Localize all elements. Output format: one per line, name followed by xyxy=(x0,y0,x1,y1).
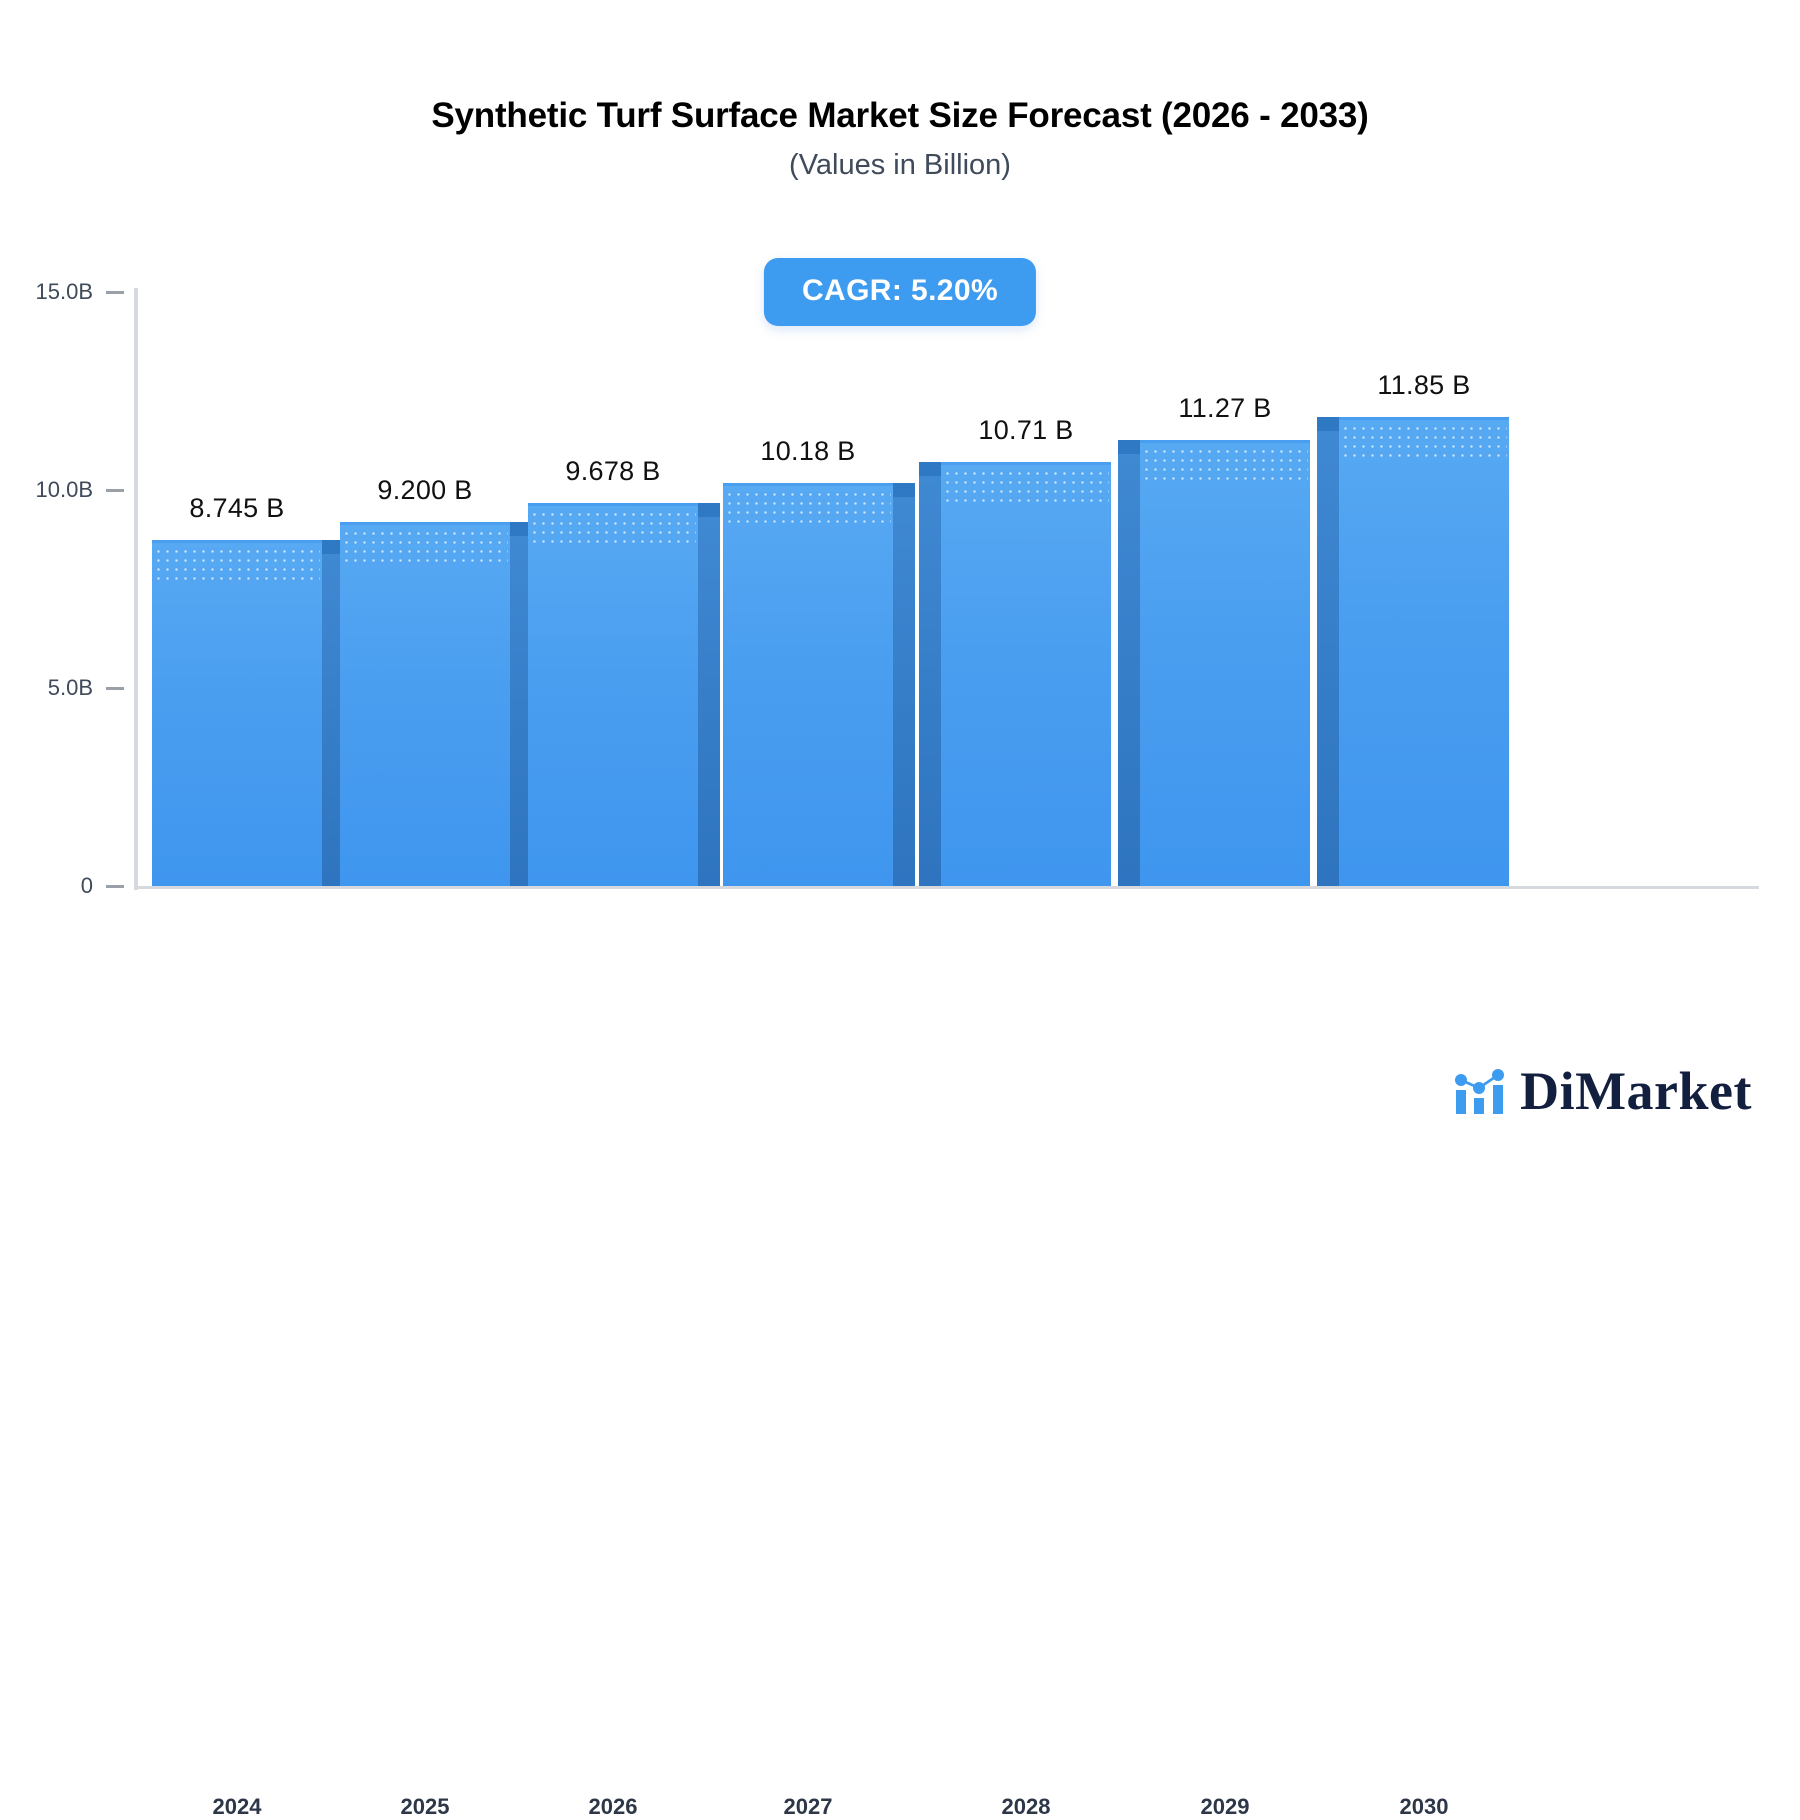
bar-top-cap xyxy=(698,503,720,517)
tick-dash-icon xyxy=(106,488,124,492)
bar-value-label: 11.27 B xyxy=(1178,393,1272,423)
bar-top-cap xyxy=(893,483,915,497)
chart-container: Synthetic Turf Surface Market Size Forec… xyxy=(0,96,1800,1819)
y-axis-tick-label: 15.0B xyxy=(35,279,94,304)
x-axis-label: 2028 xyxy=(1001,1794,1051,1819)
bar-side-face xyxy=(919,476,941,886)
y-axis-tick-label: 5.0B xyxy=(47,675,93,700)
x-axis-label: 2030 xyxy=(1399,1794,1449,1819)
bar-face[interactable] xyxy=(723,483,893,886)
tick-dash-icon xyxy=(106,884,124,888)
plot-area: 15.0B 10.0B 5.0B 0 8.745 B 2024 9.200 B xyxy=(0,279,1759,1819)
bar-top-cap xyxy=(322,540,344,554)
cagr-badge: CAGR: 5.20% xyxy=(763,258,1037,326)
title-block: Synthetic Turf Surface Market Size Forec… xyxy=(0,96,1800,182)
bar-face[interactable] xyxy=(528,503,698,886)
bar-top-cap xyxy=(1118,440,1140,454)
bar-value-label: 10.18 B xyxy=(760,436,856,466)
bar-value-label: 11.85 B xyxy=(1377,370,1471,400)
x-axis-line xyxy=(134,886,1759,889)
y-axis-tick: 15.0B xyxy=(0,279,124,305)
y-axis-tick-label: 0 xyxy=(80,873,93,898)
tick-dash-icon xyxy=(106,686,124,690)
bar-face[interactable] xyxy=(941,462,1111,886)
bar-face[interactable] xyxy=(1140,440,1310,886)
y-axis-tick: 10.0B xyxy=(0,477,124,503)
y-axis-line xyxy=(134,288,138,890)
bar-top-cap xyxy=(1317,417,1339,431)
dimarket-logo: DiMarket xyxy=(1454,1064,1752,1118)
x-axis-label: 2027 xyxy=(783,1794,833,1819)
bar-value-label: 9.200 B xyxy=(377,475,473,505)
bar-top-cap xyxy=(510,522,532,536)
x-axis-label: 2029 xyxy=(1200,1794,1250,1819)
x-axis-label: 2025 xyxy=(400,1794,450,1819)
x-axis-label: 2026 xyxy=(588,1794,638,1819)
bar-side-face xyxy=(1317,431,1339,886)
bar-chart-icon xyxy=(1455,1069,1505,1114)
x-axis-label: 2024 xyxy=(212,1794,262,1819)
bar-face[interactable] xyxy=(152,540,322,886)
logo-text: DiMarket xyxy=(1520,1061,1752,1121)
bar-top-cap xyxy=(919,462,941,476)
bar-side-face xyxy=(322,554,344,886)
tick-dash-icon xyxy=(106,290,124,294)
bar-side-face xyxy=(893,497,915,886)
bars-layer: 8.745 B 2024 9.200 B 2025 9.678 B 2026 xyxy=(152,370,1509,1819)
y-axis-tick-label: 10.0B xyxy=(35,477,94,502)
y-axis-tick: 0 xyxy=(0,873,124,899)
bar-value-label: 10.71 B xyxy=(978,415,1074,445)
bar-face[interactable] xyxy=(1339,417,1509,886)
y-axis-tick: 5.0B xyxy=(0,675,124,701)
bar-side-face xyxy=(510,536,532,886)
page-title: Synthetic Turf Surface Market Size Forec… xyxy=(431,96,1369,135)
bar-side-face xyxy=(698,517,720,886)
chart-subtitle: (Values in Billion) xyxy=(789,149,1011,182)
bar-side-face xyxy=(1118,454,1140,886)
bar-face[interactable] xyxy=(340,522,510,886)
bar-value-label: 9.678 B xyxy=(565,456,661,486)
bar-value-label: 8.745 B xyxy=(189,493,285,523)
